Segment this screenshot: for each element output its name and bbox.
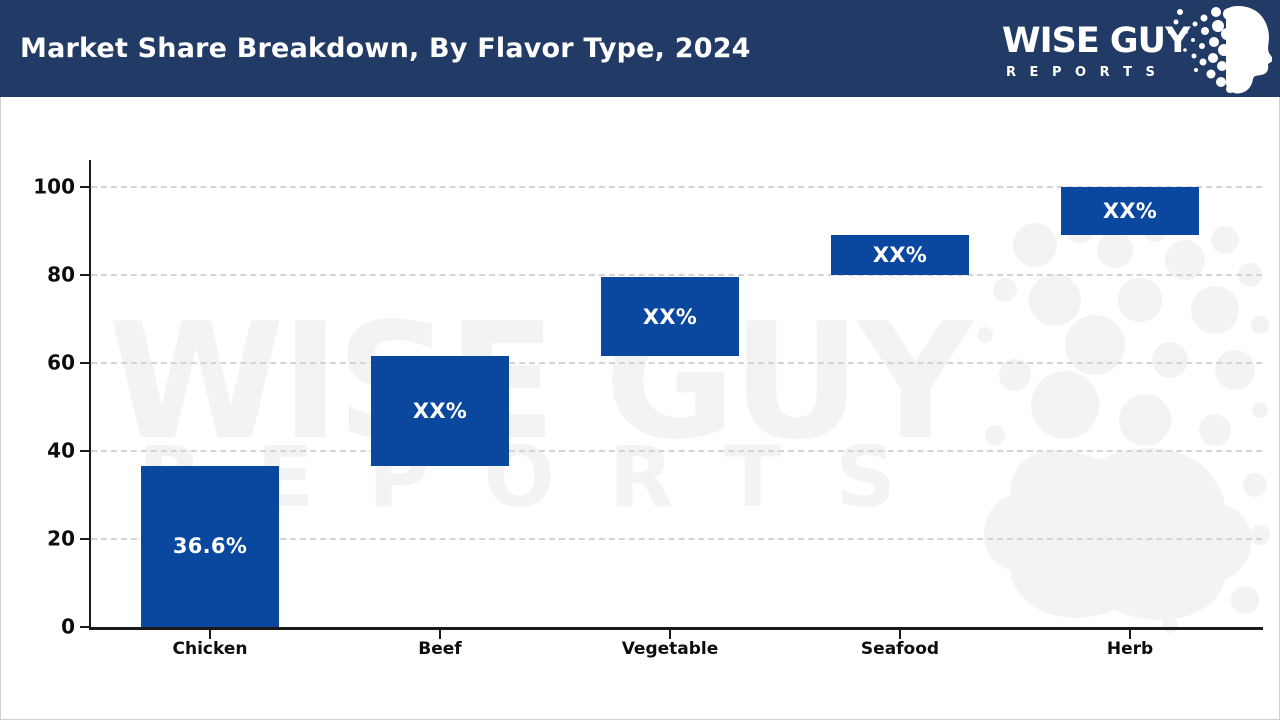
watermark-head-icon bbox=[977, 216, 1270, 633]
bar-value-label: XX% bbox=[872, 243, 928, 268]
y-tick-label: 60 bbox=[47, 350, 75, 375]
page-title: Market Share Breakdown, By Flavor Type, … bbox=[20, 33, 751, 64]
y-tick-label: 100 bbox=[33, 174, 75, 199]
y-tick-label: 0 bbox=[61, 614, 75, 639]
y-axis-line bbox=[89, 160, 91, 629]
x-tick bbox=[209, 630, 211, 639]
x-tick bbox=[669, 630, 671, 639]
header-bar: Market Share Breakdown, By Flavor Type, … bbox=[0, 0, 1280, 97]
watermark-wordmark: WISE GUY bbox=[108, 288, 973, 475]
bar-value-label: XX% bbox=[1102, 198, 1158, 223]
y-tick bbox=[80, 538, 89, 540]
y-tick bbox=[80, 274, 89, 276]
bar-value-label: 36.6% bbox=[172, 534, 248, 559]
x-tick bbox=[439, 630, 441, 639]
gridline-100 bbox=[91, 186, 1262, 188]
x-tick-label-seafood: Seafood bbox=[860, 639, 940, 659]
wiseguy-head-icon bbox=[1168, 6, 1272, 94]
logo-wordmark: WISE GUY bbox=[1002, 21, 1191, 61]
y-tick bbox=[80, 626, 89, 628]
bar-seafood: XX% bbox=[831, 235, 969, 275]
bar-beef: XX% bbox=[371, 356, 509, 466]
x-tick-label-herb: Herb bbox=[1106, 639, 1154, 659]
x-tick bbox=[899, 630, 901, 639]
y-tick-label: 40 bbox=[47, 438, 75, 463]
bar-value-label: XX% bbox=[412, 399, 468, 424]
gridline-60 bbox=[91, 362, 1262, 364]
bar-herb: XX% bbox=[1061, 187, 1199, 235]
y-tick bbox=[80, 186, 89, 188]
x-tick-label-vegetable: Vegetable bbox=[621, 639, 719, 659]
y-tick bbox=[80, 362, 89, 364]
y-tick bbox=[80, 450, 89, 452]
logo-subtext: R E P O R T S bbox=[1006, 65, 1159, 80]
x-tick-label-beef: Beef bbox=[418, 639, 462, 659]
x-axis-line bbox=[89, 627, 1263, 630]
x-tick bbox=[1129, 630, 1131, 639]
gridline-40 bbox=[91, 450, 1262, 452]
bar-vegetable: XX% bbox=[601, 277, 739, 357]
bar-chicken: 36.6% bbox=[141, 465, 279, 627]
gridline-80 bbox=[91, 274, 1262, 276]
gridline-20 bbox=[91, 538, 1262, 540]
wiseguy-logo: WISE GUY R E P O R T S bbox=[1002, 6, 1272, 94]
y-tick-label: 80 bbox=[47, 262, 75, 287]
bar-value-label: XX% bbox=[642, 304, 698, 329]
x-tick-label-chicken: Chicken bbox=[172, 639, 248, 659]
y-tick-label: 20 bbox=[47, 526, 75, 551]
